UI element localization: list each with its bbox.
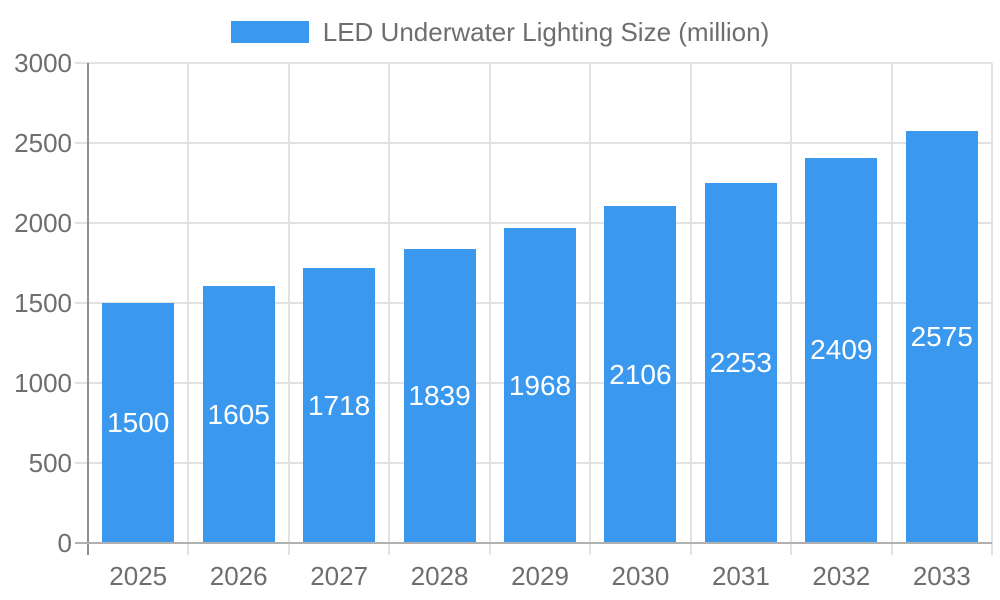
- x-boundary-gridline: [589, 63, 592, 555]
- x-tick-label: 2027: [310, 561, 369, 591]
- x-boundary-gridline: [388, 63, 391, 555]
- bar-value-label: 2409: [810, 334, 873, 366]
- y-axis-tick: [75, 382, 88, 384]
- bar-value-label: 1718: [307, 389, 371, 421]
- legend-swatch: [230, 21, 309, 43]
- y-tick-label: 2000: [14, 208, 72, 238]
- x-tick-label: 2031: [711, 561, 770, 591]
- x-tick-label: 2029: [511, 561, 569, 591]
- y-tick-label: 2500: [14, 128, 72, 158]
- y-tick-label: 500: [28, 448, 72, 478]
- x-boundary-gridline: [187, 63, 190, 555]
- bar-value-label: 2575: [910, 321, 973, 352]
- x-boundary-gridline: [488, 63, 491, 555]
- x-axis-line: [75, 542, 992, 544]
- bar-value-label: 2253: [709, 346, 773, 378]
- y-axis-line: [87, 63, 89, 555]
- bar-value-label: 2106: [609, 358, 672, 390]
- bar-value-label: 1968: [508, 369, 572, 401]
- y-tick-label: 1000: [14, 368, 72, 398]
- legend-item[interactable]: LED Underwater Lighting Size (million): [0, 12, 1000, 52]
- bar-value-label: 1839: [408, 379, 471, 411]
- y-axis-tick: [75, 222, 88, 224]
- bar[interactable]: 1839: [403, 248, 476, 543]
- y-gridline: [88, 62, 992, 64]
- bar[interactable]: 1718: [303, 268, 376, 543]
- x-tick-label: 2033: [912, 561, 971, 591]
- x-boundary-gridline: [790, 63, 793, 555]
- x-tick-label: 2030: [611, 561, 670, 591]
- bar[interactable]: 2253: [704, 182, 777, 543]
- bar[interactable]: 1605: [202, 286, 275, 543]
- x-tick-label: 2026: [209, 561, 268, 591]
- y-gridline: [88, 142, 992, 144]
- bar[interactable]: 2106: [604, 206, 677, 543]
- bar-value-label: 1605: [207, 398, 270, 430]
- y-axis-tick: [75, 462, 88, 464]
- bar[interactable]: 1968: [504, 228, 576, 543]
- y-tick-label: 0: [57, 528, 72, 558]
- x-boundary-gridline: [287, 63, 290, 555]
- x-boundary-gridline: [890, 63, 893, 555]
- y-tick-label: 3000: [14, 48, 72, 78]
- x-tick-label: 2025: [109, 561, 168, 591]
- bar[interactable]: 2575: [905, 131, 978, 543]
- x-boundary-gridline: [689, 63, 692, 555]
- y-gridline: [88, 222, 992, 224]
- x-tick-label: 2028: [410, 561, 469, 591]
- y-axis-tick: [75, 302, 88, 304]
- x-tick-label: 2032: [812, 561, 871, 591]
- bar[interactable]: 2409: [805, 157, 878, 543]
- y-axis-tick: [75, 142, 88, 144]
- y-axis-tick: [75, 62, 88, 64]
- legend-label: LED Underwater Lighting Size (million): [322, 16, 770, 47]
- bar[interactable]: 1500: [102, 303, 175, 543]
- x-boundary-gridline: [991, 63, 993, 555]
- y-tick-label: 1500: [14, 288, 72, 318]
- bar-value-label: 1500: [107, 407, 170, 438]
